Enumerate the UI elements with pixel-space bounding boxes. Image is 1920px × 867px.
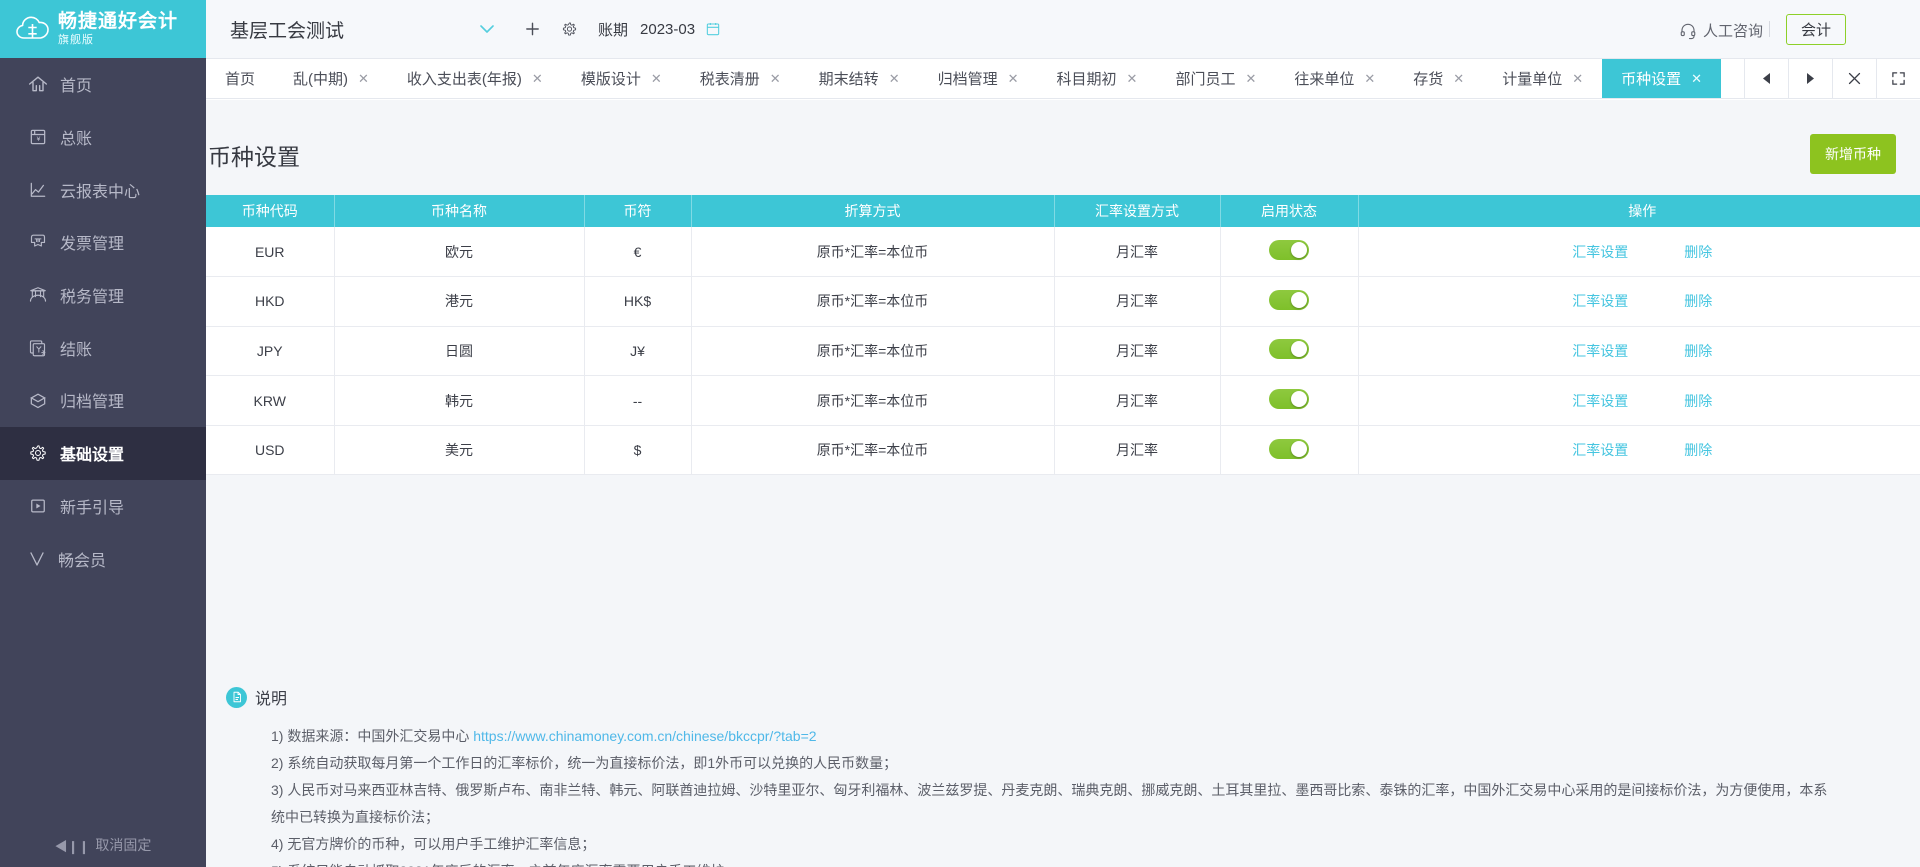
svg-text:¥: ¥	[37, 136, 41, 143]
